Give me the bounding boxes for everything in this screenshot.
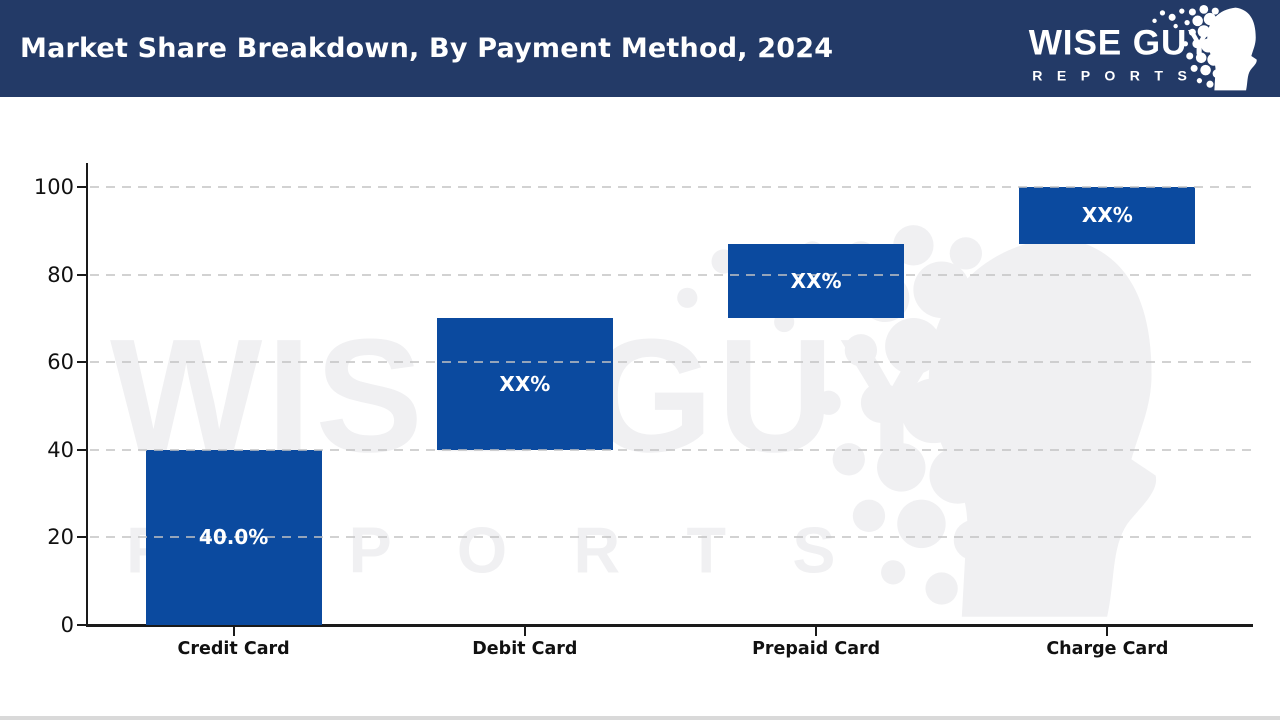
logo-subtext: R E P O R T S	[1032, 68, 1192, 84]
head-profile-icon	[1207, 7, 1257, 91]
logo-dot	[1195, 52, 1207, 64]
bar-debit-card	[436, 318, 613, 450]
y-tick-20	[77, 536, 86, 539]
x-axis-line	[86, 624, 1253, 627]
logo-dot	[1197, 25, 1210, 38]
logo-dot	[832, 443, 865, 476]
x-axis-label-debit-card: Debit Card	[472, 639, 578, 659]
logo-dot	[1192, 15, 1203, 27]
bar-label-debit-card: XX%	[499, 372, 551, 397]
logo-dot	[885, 318, 942, 375]
logo-dot	[949, 237, 982, 270]
logo-dot	[1206, 80, 1214, 88]
logo-dot	[1173, 23, 1178, 29]
logo-dot	[1186, 52, 1194, 60]
logo-dot	[1184, 19, 1190, 26]
header-bar: Market Share Breakdown, By Payment Metho…	[0, 0, 1280, 97]
bar-label-credit-card: 40.0%	[198, 525, 269, 550]
bar-label-prepaid-card: XX%	[790, 269, 842, 294]
y-tick-label-80: 80	[47, 262, 74, 287]
y-tick-100	[77, 186, 86, 188]
logo-dot	[1179, 30, 1185, 36]
logo-dot	[1190, 64, 1198, 72]
x-axis-label-charge-card: Charge Card	[1046, 639, 1169, 659]
page-title: Market Share Breakdown, By Payment Metho…	[20, 33, 834, 64]
logo-dot	[1192, 39, 1202, 49]
gridline-20	[90, 536, 1253, 539]
logo-dot	[897, 499, 946, 549]
x-tick-prepaid-card	[815, 627, 818, 636]
logo-dot	[816, 390, 841, 415]
logo-dot	[1182, 41, 1188, 47]
logo-dot	[1179, 8, 1185, 14]
logo-dot	[1168, 13, 1176, 21]
logo-dot	[925, 572, 958, 605]
logo-dot	[1152, 18, 1157, 24]
gridline-60	[90, 361, 1253, 364]
logo-dot	[1196, 78, 1203, 84]
bar-prepaid-card	[728, 243, 905, 319]
logo-dot	[677, 287, 698, 308]
logo-dot	[802, 344, 823, 365]
y-tick-label-100: 100	[33, 175, 74, 199]
logo-dot	[881, 560, 906, 585]
logo-dot	[844, 334, 878, 367]
x-axis-label-credit-card: Credit Card	[177, 639, 290, 659]
logo-dot	[1199, 5, 1209, 14]
x-tick-credit-card	[232, 627, 235, 636]
y-tick-80	[77, 273, 86, 276]
wiseguy-logo: WISE GUY R E P O R T S	[1029, 5, 1257, 91]
logo-dot	[1211, 7, 1219, 15]
bar-label-charge-card: XX%	[1081, 203, 1133, 228]
logo-dot	[1188, 28, 1196, 36]
y-tick-label-0: 0	[60, 613, 74, 637]
x-tick-debit-card	[523, 627, 526, 636]
logo-wordmark: WISE GUY	[1029, 23, 1212, 62]
bar-charge-card	[1019, 187, 1196, 244]
bottom-border	[0, 716, 1280, 720]
logo-dot	[1159, 10, 1166, 16]
y-tick-label-60: 60	[47, 350, 74, 375]
x-tick-charge-card	[1106, 627, 1109, 636]
watermark-head-profile-icon	[928, 237, 1157, 617]
y-tick-label-40: 40	[47, 437, 74, 462]
y-tick-0	[77, 624, 86, 626]
gridline-100	[90, 186, 1253, 188]
logo-dot	[1188, 8, 1196, 16]
logo-dot	[852, 499, 886, 532]
x-axis-label-prepaid-card: Prepaid Card	[752, 639, 881, 659]
y-tick-40	[77, 448, 86, 451]
gridline-40	[90, 448, 1253, 451]
logo-dot	[1200, 64, 1211, 76]
gridline-80	[90, 273, 1253, 276]
y-tick-60	[77, 361, 86, 364]
logo-dot	[877, 443, 926, 492]
y-axis-line	[86, 163, 88, 627]
logo-dot	[860, 382, 902, 423]
y-tick-label-20: 20	[47, 525, 74, 550]
